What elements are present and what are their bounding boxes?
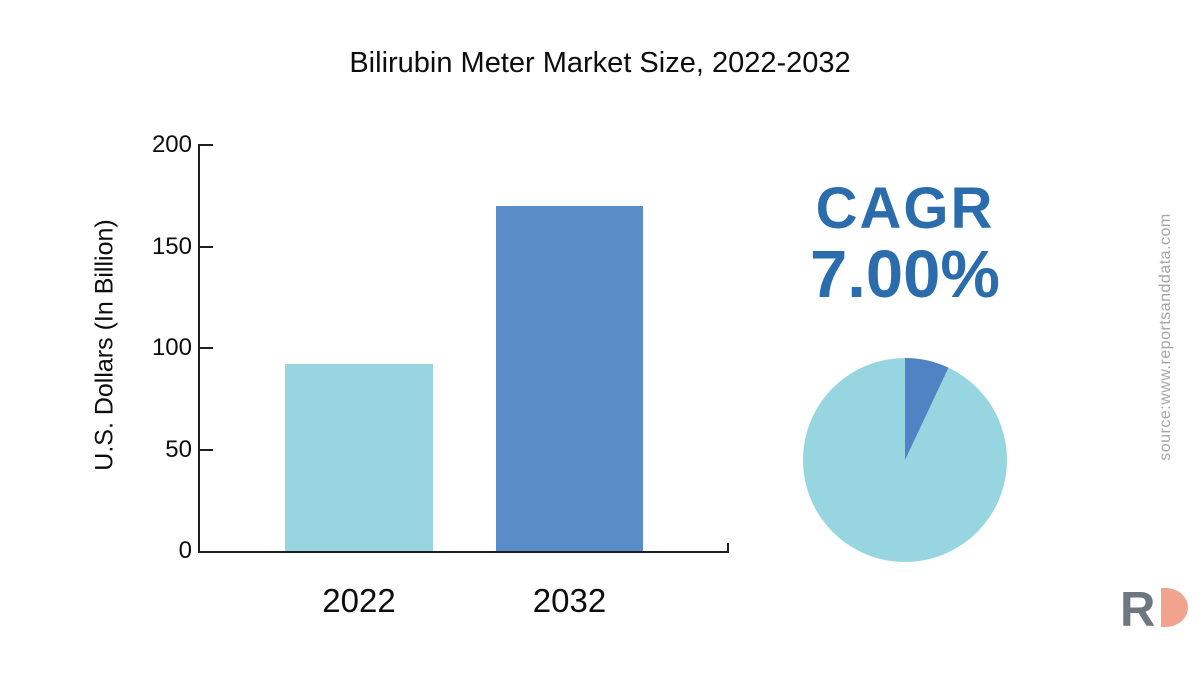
cagr-value: 7.00% <box>810 237 1000 312</box>
y-tick-label: 100 <box>151 334 192 361</box>
x-category-label-2032: 2032 <box>532 582 607 619</box>
y-tick-mark <box>198 245 213 248</box>
x-axis-line <box>198 551 729 553</box>
y-tick-mark <box>198 144 213 146</box>
source-watermark: source:www.reportsanddata.com <box>1157 213 1174 461</box>
y-tick-label: 50 <box>165 435 192 463</box>
y-tick-mark <box>198 347 213 349</box>
bar-2022 <box>285 364 433 551</box>
chart-title: Bilirubin Meter Market Size, 2022-2032 <box>349 47 851 79</box>
cagr-label: CAGR <box>815 176 995 241</box>
logo-letter-r: R <box>1120 584 1155 632</box>
y-axis-title: U.S. Dollars (In Billion) <box>90 219 119 471</box>
y-tick-label: 0 <box>178 537 192 564</box>
reports-and-data-logo: R <box>1120 584 1188 632</box>
x-axis-end-tick <box>727 543 729 551</box>
logo-letter-d-shape <box>1161 588 1188 627</box>
pie-slice-cagr <box>905 358 949 460</box>
y-tick-mark <box>198 448 213 451</box>
x-category-label-2022: 2022 <box>322 582 396 619</box>
y-tick-label: 200 <box>151 131 192 158</box>
y-axis-line <box>198 145 200 553</box>
bar-2032 <box>496 205 643 551</box>
pie-chart <box>803 358 1007 562</box>
y-tick-label: 150 <box>151 232 192 260</box>
cagr-annotation: CAGR 7.00% <box>780 178 1030 310</box>
